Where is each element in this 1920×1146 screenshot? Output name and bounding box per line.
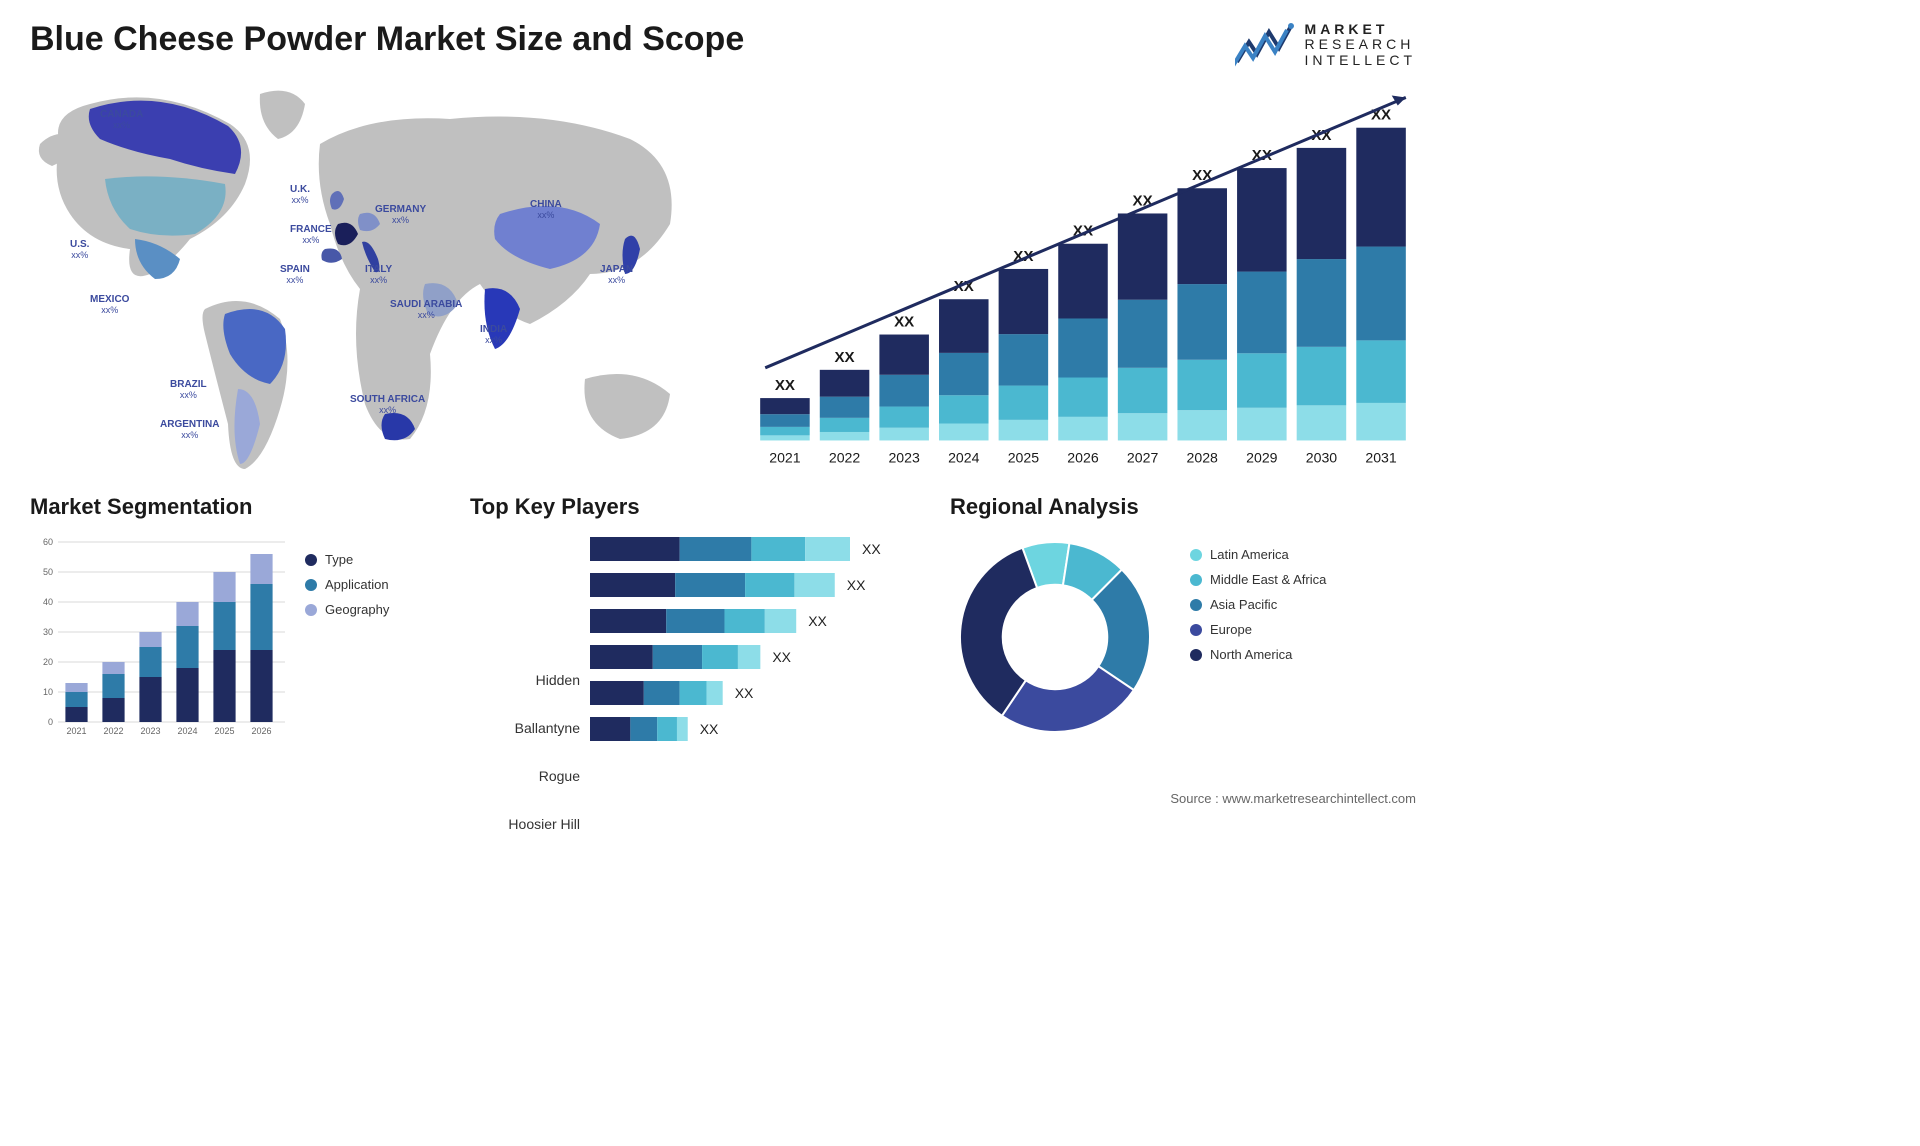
map-label: CANADAxx% [100, 109, 143, 131]
svg-text:40: 40 [43, 597, 53, 607]
svg-text:2029: 2029 [1246, 450, 1278, 466]
players-title: Top Key Players [470, 494, 930, 520]
svg-text:2024: 2024 [177, 726, 197, 736]
map-label: BRAZILxx% [170, 379, 207, 401]
segmentation-legend: Type Application Geography [305, 532, 450, 747]
player-label [470, 572, 580, 608]
brand-logo: MARKET RESEARCH INTELLECT [1235, 20, 1416, 70]
legend-item: Europe [1190, 622, 1450, 637]
svg-text:XX: XX [862, 541, 881, 557]
svg-text:2027: 2027 [1127, 450, 1159, 466]
svg-text:XX: XX [834, 349, 854, 366]
legend-item: Asia Pacific [1190, 597, 1450, 612]
map-label: U.S.xx% [70, 239, 89, 261]
map-label: INDIAxx% [480, 324, 507, 346]
svg-text:XX: XX [772, 649, 791, 665]
legend-item: Application [305, 577, 450, 592]
legend-item: Latin America [1190, 547, 1450, 562]
map-label: SOUTH AFRICAxx% [350, 394, 425, 416]
player-label: Rogue [470, 764, 580, 800]
map-label: GERMANYxx% [375, 204, 426, 226]
svg-text:2026: 2026 [251, 726, 271, 736]
map-label: ITALYxx% [365, 264, 392, 286]
svg-text:2021: 2021 [66, 726, 86, 736]
player-label: Hoosier Hill [470, 812, 580, 848]
svg-text:2028: 2028 [1187, 450, 1219, 466]
svg-text:60: 60 [43, 537, 53, 547]
map-label: SAUDI ARABIAxx% [390, 299, 462, 321]
segmentation-panel: Market Segmentation 0 10 20 30 40 50 60 2021 202… [30, 494, 450, 754]
svg-text:2025: 2025 [214, 726, 234, 736]
legend-item: North America [1190, 647, 1450, 662]
map-label: U.K.xx% [290, 184, 310, 206]
svg-text:XX: XX [700, 721, 719, 737]
svg-text:XX: XX [894, 313, 914, 330]
market-size-chart: XX2021XX2022XX2023XX2024XX2025XX2026XX20… [740, 69, 1426, 479]
svg-text:50: 50 [43, 567, 53, 577]
svg-text:XX: XX [847, 577, 866, 593]
legend-item: Type [305, 552, 450, 567]
svg-text:0: 0 [48, 717, 53, 727]
svg-text:2031: 2031 [1365, 450, 1397, 466]
svg-text:20: 20 [43, 657, 53, 667]
svg-text:XX: XX [808, 613, 827, 629]
map-label: FRANCExx% [290, 224, 332, 246]
regional-panel: Regional Analysis Latin America Middle Ea… [950, 494, 1450, 754]
legend-item: Middle East & Africa [1190, 572, 1450, 587]
logo-line1: MARKET [1305, 22, 1416, 37]
page-title: Blue Cheese Powder Market Size and Scope [30, 20, 1426, 59]
svg-text:2021: 2021 [769, 450, 801, 466]
key-players-panel: Top Key Players HiddenBallantyneRogueHoo… [470, 494, 930, 754]
player-label: Hidden [470, 668, 580, 704]
svg-text:2026: 2026 [1067, 450, 1099, 466]
svg-text:XX: XX [735, 685, 754, 701]
regional-title: Regional Analysis [950, 494, 1450, 520]
logo-line3: INTELLECT [1305, 53, 1416, 68]
map-label: MEXICOxx% [90, 294, 129, 316]
player-label [470, 620, 580, 656]
svg-text:2022: 2022 [829, 450, 861, 466]
map-label: JAPANxx% [600, 264, 633, 286]
svg-text:2023: 2023 [140, 726, 160, 736]
svg-text:2023: 2023 [888, 450, 920, 466]
legend-item: Geography [305, 602, 450, 617]
svg-text:2024: 2024 [948, 450, 980, 466]
map-label: SPAINxx% [280, 264, 310, 286]
svg-text:10: 10 [43, 687, 53, 697]
regional-legend: Latin America Middle East & Africa Asia Pa… [1190, 532, 1450, 747]
source-text: Source : www.marketresearchintellect.com [1170, 791, 1416, 806]
world-map-panel: CANADAxx% U.S.xx% MEXICOxx% BRAZILxx% ARGENT… [30, 69, 710, 479]
logo-line2: RESEARCH [1305, 37, 1416, 52]
svg-text:XX: XX [775, 377, 795, 394]
player-label: Ballantyne [470, 716, 580, 752]
svg-text:2022: 2022 [103, 726, 123, 736]
logo-mark-icon [1235, 20, 1295, 70]
map-label: ARGENTINAxx% [160, 419, 219, 441]
svg-text:2030: 2030 [1306, 450, 1338, 466]
map-label: CHINAxx% [530, 199, 562, 221]
svg-text:30: 30 [43, 627, 53, 637]
segmentation-title: Market Segmentation [30, 494, 450, 520]
svg-text:2025: 2025 [1008, 450, 1040, 466]
